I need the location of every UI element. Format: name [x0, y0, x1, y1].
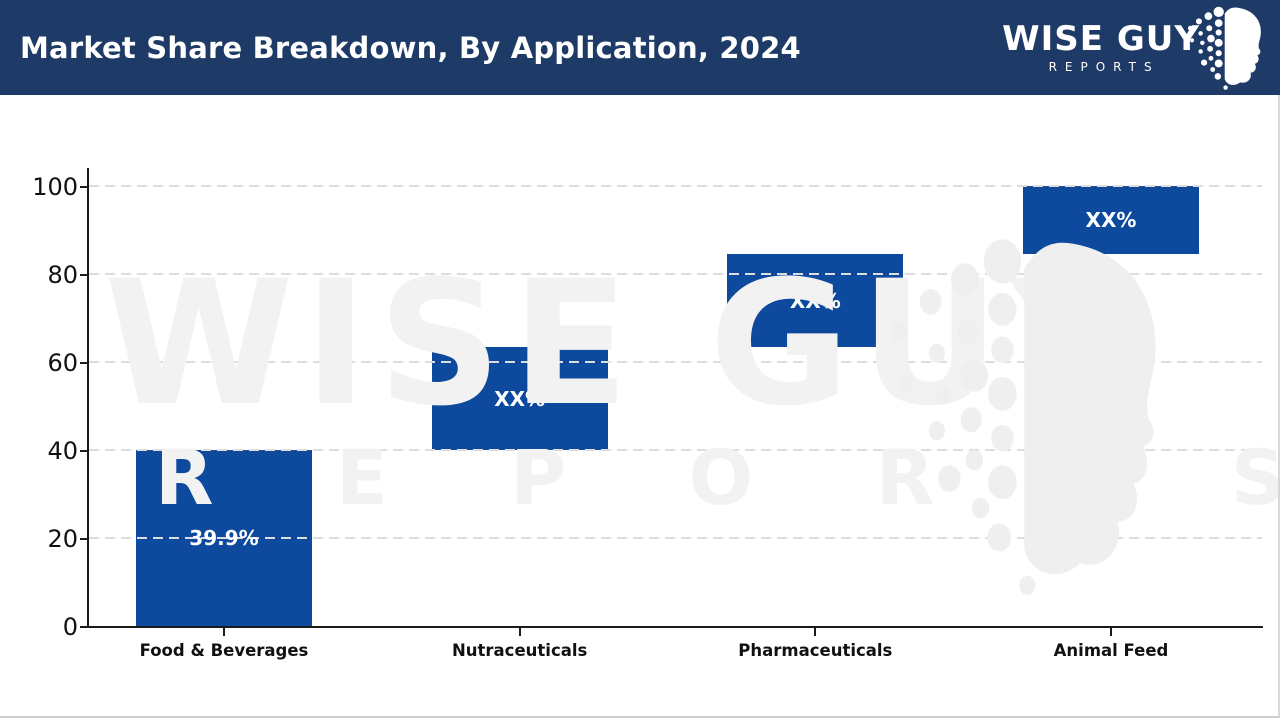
y-tick-80: [80, 274, 87, 276]
x-axis-label-nutraceuticals: Nutraceuticals: [451, 641, 588, 660]
x-tick-animal-feed: [1110, 628, 1112, 636]
x-axis-label-pharmaceuticals: Pharmaceuticals: [738, 641, 893, 660]
bar-animal-feed: [1023, 186, 1199, 255]
gridline-100: [89, 185, 1262, 187]
bar-value-label-food-beverages: 39.9%: [189, 526, 259, 551]
bar-pharmaceuticals: [727, 254, 904, 348]
y-tick-label-100: 100: [32, 173, 78, 201]
y-tick-label-40: 40: [47, 437, 78, 465]
watermark-head-icon: [890, 239, 1156, 595]
bar-value-label-animal-feed: XX%: [1085, 208, 1137, 233]
y-tick-label-20: 20: [47, 525, 78, 553]
x-axis-label-food-beverages: Food & Beverages: [139, 641, 309, 660]
bar-value-label-nutraceuticals: XX%: [494, 386, 546, 411]
logo-head-icon: [1187, 6, 1261, 90]
y-tick-100: [80, 186, 87, 188]
x-tick-nutraceuticals: [518, 628, 521, 636]
y-tick-0: [80, 626, 87, 628]
logo-wordmark: WISE GUY REPORTS: [1002, 19, 1200, 74]
y-tick-60: [80, 362, 87, 364]
x-axis-label-animal-feed: Animal Feed: [1053, 641, 1169, 660]
y-axis-line: [87, 168, 89, 628]
logo-wordmark-text: WISE GUY: [1002, 19, 1200, 60]
bar-value-label-pharmaceuticals: XX%: [789, 288, 841, 313]
gridline-20: [89, 537, 1262, 539]
bottom-border-line: [0, 716, 1280, 718]
gridline-60: [89, 361, 1262, 363]
y-tick-label-60: 60: [47, 349, 78, 377]
bar-nutraceuticals: [431, 347, 608, 451]
x-tick-food-beverages: [223, 628, 225, 636]
page-title: Market Share Breakdown, By Application, …: [20, 30, 801, 65]
y-tick-label-0: 0: [62, 613, 78, 641]
gridline-80: [89, 273, 1262, 275]
logo-reports-text: REPORTS: [1048, 59, 1160, 74]
y-tick-20: [80, 538, 87, 540]
y-tick-label-80: 80: [47, 261, 78, 289]
x-axis-line: [87, 626, 1263, 628]
right-border-line: [1278, 95, 1280, 718]
y-tick-40: [80, 450, 87, 452]
x-tick-pharmaceuticals: [814, 628, 817, 636]
brand-logo: WISE GUY REPORTS: [1002, 5, 1266, 91]
gridline-40: [89, 449, 1262, 451]
header-bar: Market Share Breakdown, By Application, …: [0, 0, 1280, 95]
